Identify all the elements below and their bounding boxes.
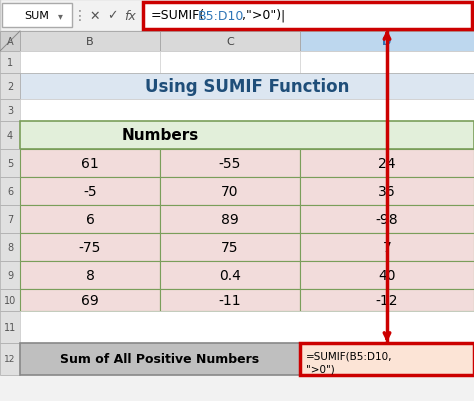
Bar	[0, 205, 20, 233]
Text: 36: 36	[378, 184, 396, 198]
Bar	[2, 4, 72, 28]
Bar	[300, 150, 474, 178]
Text: 8: 8	[7, 242, 13, 252]
Bar	[300, 289, 474, 311]
Bar	[300, 233, 474, 261]
Text: Numbers: Numbers	[121, 128, 199, 143]
Bar	[143, 3, 472, 30]
Bar	[0, 343, 20, 375]
Bar	[0, 0, 474, 32]
Text: 12: 12	[4, 354, 16, 364]
Bar	[20, 100, 474, 122]
Bar	[20, 205, 160, 233]
Text: 4: 4	[7, 131, 13, 141]
Bar	[20, 261, 160, 289]
Bar	[160, 52, 300, 74]
Text: 40: 40	[378, 268, 396, 282]
Text: 2: 2	[7, 82, 13, 92]
Bar	[20, 178, 160, 205]
Text: SUM: SUM	[25, 11, 49, 21]
Text: 11: 11	[4, 322, 16, 332]
Bar	[20, 74, 474, 100]
Bar	[0, 74, 20, 100]
Text: -55: -55	[219, 157, 241, 170]
Text: C: C	[226, 37, 234, 47]
Text: 1: 1	[7, 58, 13, 68]
Bar	[0, 178, 20, 205]
Bar	[160, 178, 300, 205]
Text: fx: fx	[124, 10, 136, 22]
Bar	[20, 343, 300, 375]
Bar	[160, 205, 300, 233]
Text: B: B	[86, 37, 94, 47]
Text: -75: -75	[79, 241, 101, 254]
Bar	[300, 343, 474, 375]
Bar	[0, 261, 20, 289]
Bar	[20, 122, 474, 150]
Text: ✕: ✕	[90, 10, 100, 22]
Text: 6: 6	[7, 186, 13, 196]
Text: A: A	[7, 37, 13, 47]
Bar	[300, 32, 474, 52]
Text: 3: 3	[7, 106, 13, 116]
Bar	[20, 311, 474, 343]
Bar	[160, 32, 300, 52]
Bar	[0, 289, 20, 311]
Text: 7: 7	[7, 215, 13, 225]
Text: D: D	[383, 37, 392, 47]
Bar	[0, 122, 20, 150]
Text: 75: 75	[221, 241, 239, 254]
Bar	[20, 32, 160, 52]
Bar	[20, 52, 160, 74]
Bar	[20, 150, 160, 178]
Bar	[20, 289, 160, 311]
Bar	[0, 233, 20, 261]
Bar	[0, 32, 20, 52]
Text: -98: -98	[376, 213, 398, 227]
Text: 70: 70	[221, 184, 239, 198]
Text: ✓: ✓	[107, 10, 117, 22]
Text: 69: 69	[81, 293, 99, 307]
Bar	[160, 289, 300, 311]
Text: =SUMIF(: =SUMIF(	[151, 10, 205, 22]
Bar	[0, 100, 20, 122]
Text: ▾: ▾	[57, 11, 63, 21]
Text: Sum of All Positive Numbers: Sum of All Positive Numbers	[61, 352, 260, 366]
Text: 8: 8	[86, 268, 94, 282]
Bar	[160, 233, 300, 261]
Text: =SUMIF(B5:D10,: =SUMIF(B5:D10,	[306, 351, 392, 361]
Bar	[300, 52, 474, 74]
Bar	[300, 205, 474, 233]
Bar	[160, 150, 300, 178]
Bar	[0, 52, 20, 74]
Text: -5: -5	[83, 184, 97, 198]
Text: 61: 61	[81, 157, 99, 170]
Bar	[300, 178, 474, 205]
Text: 7: 7	[383, 241, 392, 254]
Text: Using SUMIF Function: Using SUMIF Function	[145, 78, 349, 96]
Text: 0.4: 0.4	[219, 268, 241, 282]
Bar	[20, 233, 160, 261]
Bar	[160, 261, 300, 289]
Bar	[0, 150, 20, 178]
Text: ⋮: ⋮	[73, 9, 87, 23]
Bar	[300, 261, 474, 289]
Text: 5: 5	[7, 159, 13, 168]
Text: 24: 24	[378, 157, 396, 170]
Text: |: |	[280, 10, 284, 22]
Text: B5:D10: B5:D10	[198, 10, 245, 22]
Text: 89: 89	[221, 213, 239, 227]
Bar	[0, 311, 20, 343]
Text: -11: -11	[219, 293, 241, 307]
Text: -12: -12	[376, 293, 398, 307]
Text: 9: 9	[7, 270, 13, 280]
Text: ">0"): ">0")	[306, 364, 335, 374]
Text: ,">0"): ,">0")	[242, 10, 281, 22]
Text: 10: 10	[4, 295, 16, 305]
Text: 6: 6	[86, 213, 94, 227]
